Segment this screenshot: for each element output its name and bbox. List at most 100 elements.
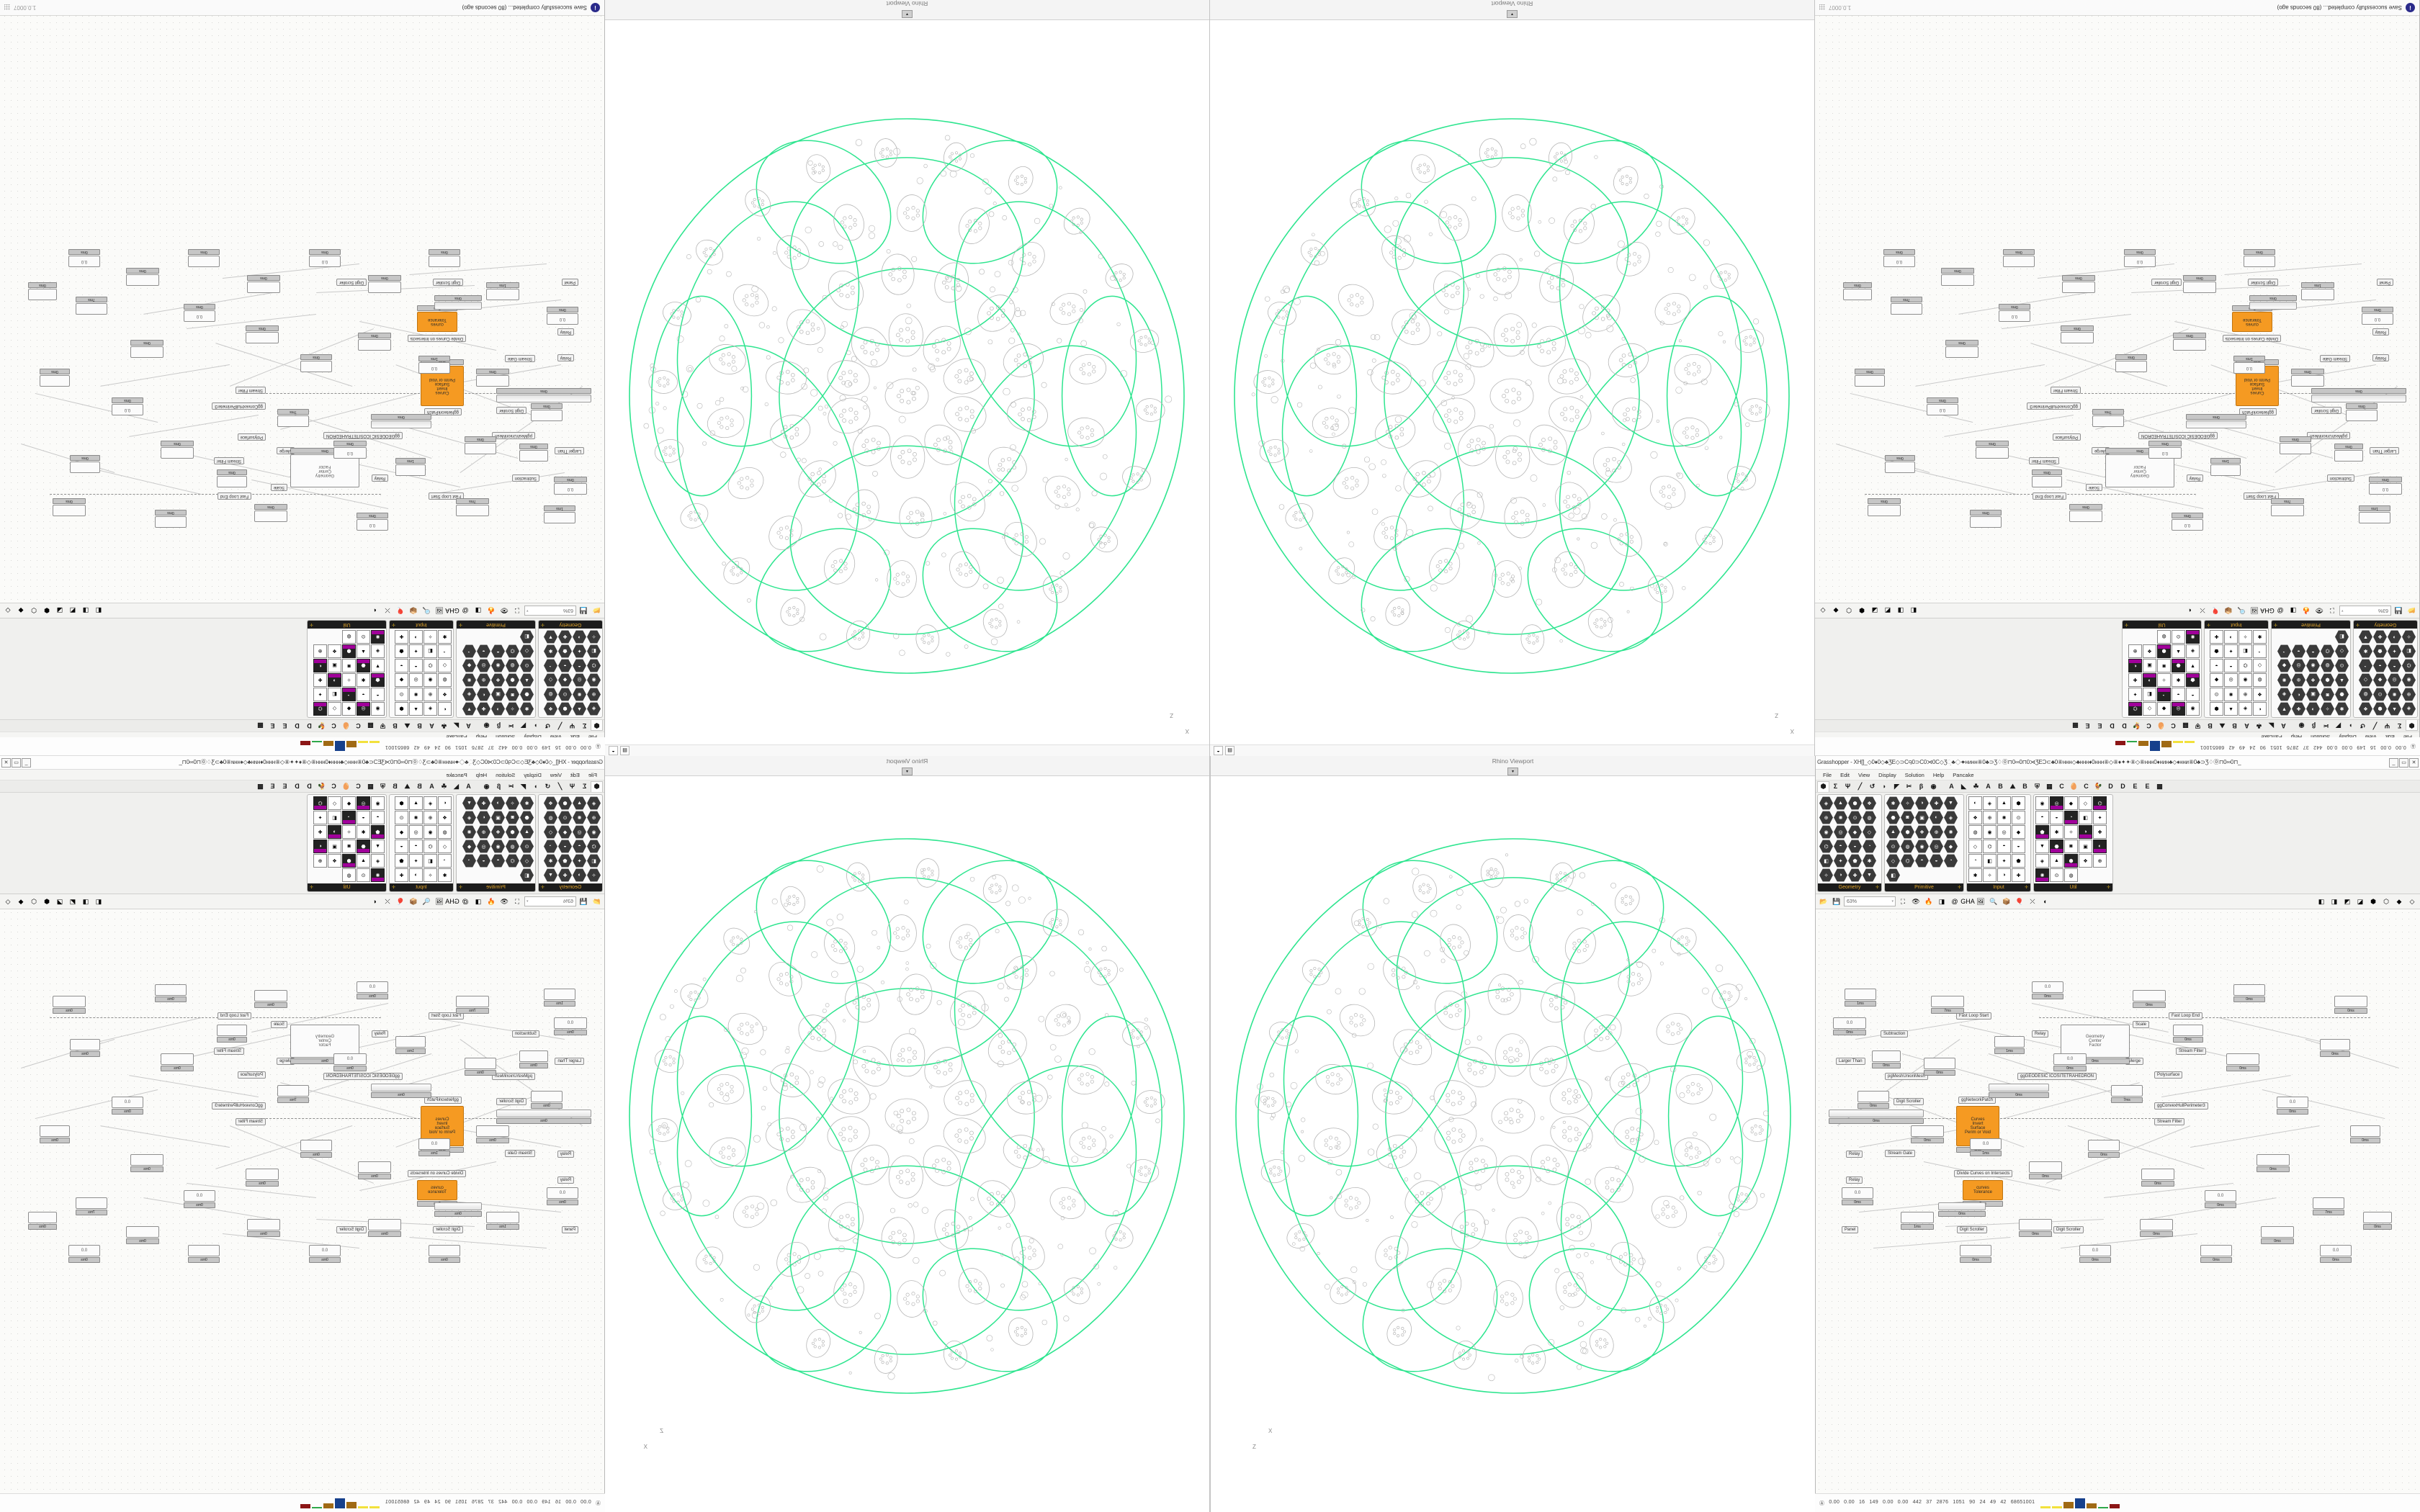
component-icon[interactable]: ◓ bbox=[1834, 840, 1847, 853]
component-icon[interactable]: ✦ bbox=[573, 854, 586, 868]
toolbar-extra-icon-1[interactable]: ◨ bbox=[80, 605, 91, 616]
toolbar-extra-icon-1[interactable]: ◨ bbox=[80, 896, 91, 907]
ribbon-group-pin-icon[interactable]: ✛ bbox=[541, 622, 544, 627]
component-icon[interactable]: ✱ bbox=[1886, 796, 1900, 810]
component-icon[interactable]: ✱ bbox=[1968, 868, 1982, 882]
curve-tab[interactable]: ↺ bbox=[1866, 781, 1878, 792]
rhino-viewport[interactable]: Z X ▾ Rhino Viewport bbox=[1210, 756, 1815, 1512]
component-icon[interactable]: ▼ bbox=[371, 659, 385, 672]
gh-titlebar[interactable]: Grasshopper - XH[]_◇0♦0◇♣ƷE◇⊃C౸0⊃C0⋊0C◇Ʒ… bbox=[0, 756, 604, 770]
component-icon[interactable]: ◇ bbox=[544, 673, 557, 687]
digit-scroller-2[interactable]: Digit Scroller bbox=[2248, 279, 2278, 286]
component-icon[interactable]: ▣ bbox=[2079, 840, 2092, 853]
component-icon[interactable]: ⬢ bbox=[2012, 796, 2025, 810]
stream-filter[interactable]: Stream Filter bbox=[2029, 457, 2059, 464]
relay-2[interactable]: Relay bbox=[557, 328, 574, 336]
component-icon[interactable]: ⊕ bbox=[2292, 673, 2305, 687]
stream-filter-2[interactable]: Stream Filter bbox=[236, 387, 266, 394]
component-icon[interactable]: ◧ bbox=[2402, 644, 2416, 658]
component-icon[interactable]: ◆ bbox=[462, 659, 476, 672]
component-icon[interactable]: ✺ bbox=[371, 868, 385, 882]
component-icon[interactable]: ◈ bbox=[371, 854, 385, 868]
preview-eye-icon[interactable]: 👁 bbox=[1910, 896, 1922, 907]
component-icon[interactable]: ◍ bbox=[544, 811, 557, 824]
component-icon[interactable]: ◐ bbox=[438, 796, 452, 810]
component-icon[interactable]: ◈ bbox=[462, 688, 476, 701]
component-icon[interactable]: ⬢ bbox=[2064, 854, 2078, 868]
menu-display[interactable]: Display bbox=[519, 771, 546, 779]
component-icon[interactable]: ⬢ bbox=[506, 825, 519, 839]
component-icon[interactable]: ◎ bbox=[2388, 673, 2401, 687]
component-icon[interactable]: ◒ bbox=[2012, 840, 2025, 853]
component-icon[interactable]: ◓ bbox=[371, 811, 385, 824]
screenshot-icon[interactable]: 🖼 bbox=[2249, 605, 2260, 616]
component-icon[interactable]: ⬣ bbox=[2050, 840, 2063, 853]
component-icon[interactable]: ◆ bbox=[462, 840, 476, 853]
scale-node[interactable]: Scale bbox=[271, 484, 287, 491]
component-icon[interactable]: ▼ bbox=[371, 840, 385, 853]
param-component[interactable] bbox=[246, 332, 279, 343]
component-icon[interactable]: ◑ bbox=[1834, 868, 1847, 882]
param-component[interactable] bbox=[2088, 1140, 2120, 1151]
menu-edit[interactable]: Edit bbox=[566, 771, 584, 779]
component-icon[interactable]: ⊕ bbox=[424, 811, 437, 824]
param-component[interactable] bbox=[254, 990, 287, 1002]
component-icon[interactable]: ◆ bbox=[558, 825, 572, 839]
package-icon[interactable]: 📦 bbox=[2001, 896, 2012, 907]
component-icon[interactable]: ◎ bbox=[573, 673, 586, 687]
component-icon[interactable]: ▲ bbox=[2335, 673, 2349, 687]
plugin-d1-tab[interactable]: D bbox=[303, 781, 315, 792]
param-component[interactable] bbox=[1911, 1125, 1944, 1137]
divide-curves[interactable]: Divide Curves on Intersects bbox=[1954, 1170, 2012, 1177]
component-icon[interactable]: ◍ bbox=[1901, 840, 1914, 853]
gh-menubar[interactable]: File Edit View Display Solution Help Pan… bbox=[0, 770, 604, 780]
toolbar-extra-icon-7[interactable]: ◇ bbox=[2, 605, 14, 616]
component-icon[interactable]: ◍ bbox=[342, 868, 356, 882]
param-component[interactable]: 0.0 bbox=[2032, 981, 2063, 993]
component-icon[interactable]: ⬢ bbox=[342, 644, 356, 658]
component-icon[interactable]: ◉ bbox=[1915, 840, 1929, 853]
param-component[interactable] bbox=[1960, 1245, 1991, 1256]
param-component[interactable] bbox=[2173, 1025, 2203, 1036]
component-icon[interactable]: ◇ bbox=[1886, 854, 1900, 868]
param-component[interactable] bbox=[1845, 989, 1876, 1000]
plugin-c2-tab[interactable]: C bbox=[2080, 781, 2092, 792]
param-component[interactable]: 0.0 bbox=[1970, 1138, 2002, 1150]
ribbon-group-pin-icon[interactable]: ✛ bbox=[2125, 622, 2128, 627]
plugin-grid-tab[interactable]: ▦ bbox=[2043, 781, 2056, 792]
component-icon[interactable]: ✦ bbox=[2388, 644, 2401, 658]
component-icon[interactable]: ▲ bbox=[520, 673, 534, 687]
search-icon[interactable]: 🔍 bbox=[1988, 896, 1999, 907]
display-tab[interactable]: ◉ bbox=[1927, 781, 1940, 792]
param-component[interactable]: 0.0 bbox=[68, 256, 100, 267]
param-component[interactable]: 0.0 bbox=[2124, 256, 2156, 267]
component-icon[interactable]: ✱ bbox=[520, 702, 534, 716]
ribbon-group-pin-icon[interactable]: ✛ bbox=[459, 622, 462, 627]
component-icon[interactable]: ⬢ bbox=[1848, 796, 1862, 810]
divide-curves[interactable]: Divide Curves on Intersects bbox=[2223, 335, 2281, 342]
resize-grip[interactable] bbox=[1819, 5, 1825, 11]
param-component[interactable]: 0.0 bbox=[2320, 1245, 2352, 1256]
param-component[interactable] bbox=[2226, 1053, 2259, 1065]
polysurface[interactable]: Polysurface bbox=[2053, 433, 2081, 441]
component-icon[interactable]: ◧ bbox=[424, 644, 437, 658]
component-icon[interactable]: ◙ bbox=[2321, 688, 2334, 701]
plugin-e2-tab[interactable]: E bbox=[266, 781, 279, 792]
param-component[interactable] bbox=[2334, 996, 2367, 1007]
param-component[interactable] bbox=[2359, 512, 2390, 523]
param-component[interactable] bbox=[2334, 450, 2363, 462]
toolbar-extra-icon-2[interactable]: ◩ bbox=[67, 896, 79, 907]
component-icon[interactable]: ⌬ bbox=[2128, 702, 2142, 716]
search-icon[interactable]: 🔍 bbox=[421, 896, 432, 907]
param-component[interactable] bbox=[76, 1197, 107, 1209]
menu-view[interactable]: View bbox=[1854, 771, 1874, 779]
relay-2[interactable]: Relay bbox=[557, 1176, 574, 1184]
param-component[interactable] bbox=[1868, 505, 1901, 516]
component-icon[interactable]: ✱ bbox=[520, 796, 534, 810]
component-icon[interactable]: ⊙ bbox=[1848, 811, 1862, 824]
display-tab[interactable]: ◉ bbox=[2295, 721, 2308, 732]
param-component[interactable]: 0.0 bbox=[357, 519, 388, 531]
component-icon[interactable]: ✚ bbox=[2093, 825, 2107, 839]
relay-3[interactable]: Relay bbox=[2187, 474, 2203, 482]
component-icon[interactable]: ◆ bbox=[1944, 840, 1958, 853]
